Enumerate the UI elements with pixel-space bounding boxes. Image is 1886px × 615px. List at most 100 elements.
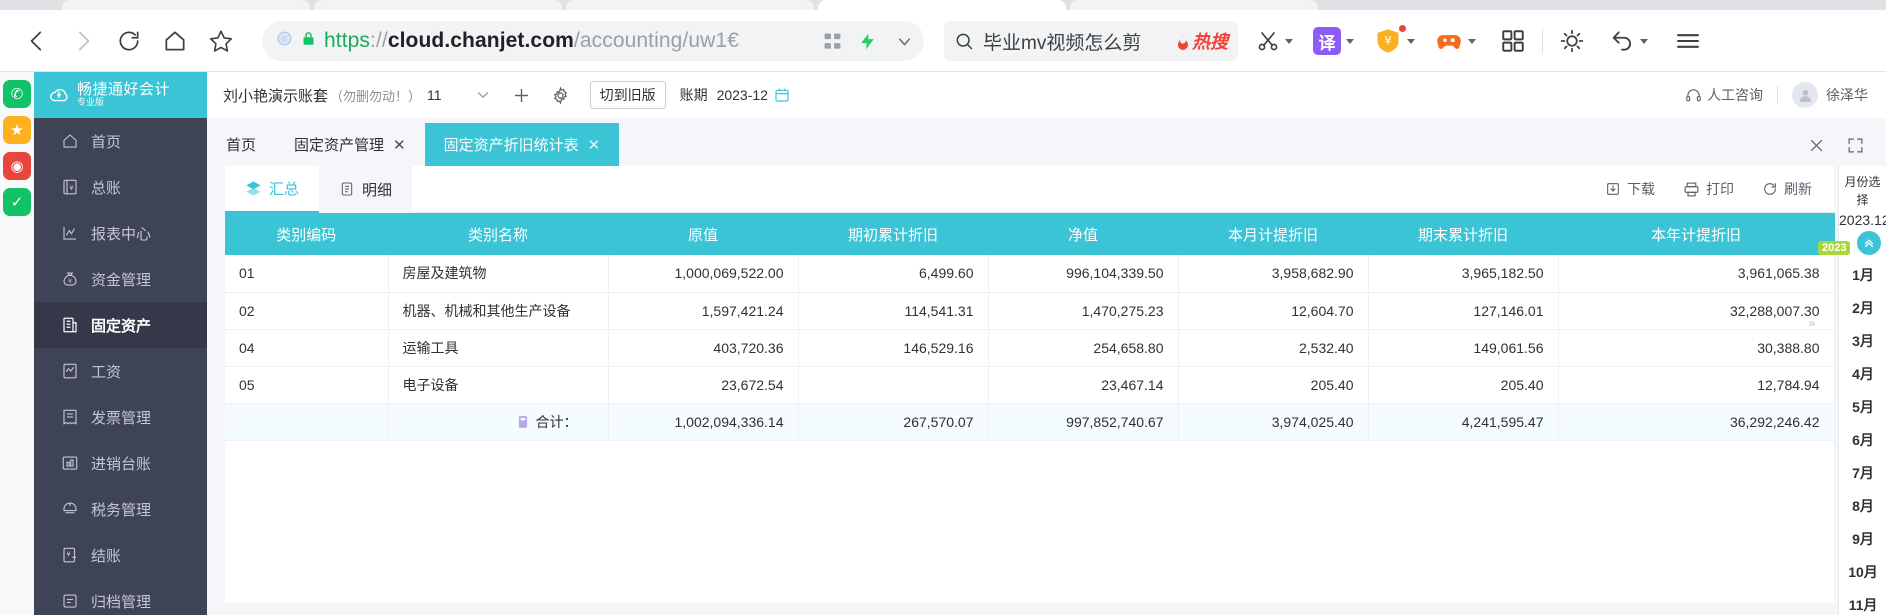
back-arrow-icon[interactable] <box>14 18 60 64</box>
sidebar-item-fixed-assets[interactable]: 固定资产 <box>34 302 207 348</box>
hot-search-badge[interactable]: 热搜 <box>1173 28 1228 54</box>
chevron-down-icon[interactable] <box>474 86 492 104</box>
sidebar-item-stock-ledger[interactable]: 进销台账 <box>34 440 207 486</box>
column-header[interactable]: 类别名称 <box>388 213 609 255</box>
cell-original-value: 403,720.36 <box>608 329 799 367</box>
column-header[interactable]: 原值 <box>608 213 799 255</box>
brightness-icon[interactable] <box>1555 24 1589 58</box>
chevron-down-icon[interactable] <box>1640 38 1648 44</box>
dock-icon-weibo[interactable]: ◉ <box>3 152 31 180</box>
browser-tab[interactable] <box>1070 0 1318 10</box>
month-item[interactable]: 5月 <box>1852 398 1874 415</box>
menu-hamburger-icon[interactable] <box>1670 23 1706 59</box>
month-item[interactable]: 2月 <box>1852 299 1874 316</box>
print-button[interactable]: 打印 <box>1683 179 1734 199</box>
column-header[interactable]: 本月计提折旧 <box>1178 213 1369 255</box>
action-label: 打印 <box>1706 181 1734 197</box>
sidebar-item-settlement[interactable]: ¥ 结账 <box>34 532 207 578</box>
month-panel-selected[interactable]: 2023.12 <box>1839 212 1886 228</box>
account-book-number: 11 <box>427 87 442 103</box>
sidebar-item-home[interactable]: 首页 <box>34 118 207 164</box>
table-row[interactable]: 05 电子设备 23,672.54 23,467.14 205.40 205.4… <box>225 366 1835 404</box>
month-item[interactable]: 6月 <box>1852 431 1874 448</box>
browser-tab[interactable] <box>62 0 310 10</box>
forward-arrow-icon[interactable] <box>60 18 106 64</box>
translate-icon[interactable]: 译 <box>1309 23 1358 59</box>
segment-detail[interactable]: 明细 <box>319 165 413 213</box>
month-item[interactable]: 9月 <box>1852 530 1874 547</box>
consult-button[interactable]: 人工咨询 <box>1685 85 1763 105</box>
month-item[interactable]: 3月 <box>1852 332 1874 349</box>
sidebar-item-archive[interactable]: 归档管理 <box>34 578 207 615</box>
month-item[interactable]: 4月 <box>1852 365 1874 382</box>
refresh-button[interactable]: 刷新 <box>1762 179 1812 199</box>
app-logo[interactable]: 畅捷通好会计 专业版 <box>34 72 207 118</box>
column-header[interactable]: 期初累计折旧 <box>798 213 989 255</box>
address-bar[interactable]: https://cloud.chanjet.com/accounting/uw1… <box>262 21 924 61</box>
browser-tab[interactable] <box>566 0 814 10</box>
sidebar-item-invoice[interactable]: 发票管理 <box>34 394 207 440</box>
grid-apps-icon[interactable] <box>1496 24 1530 58</box>
sidebar-item-fund-management[interactable]: ¥ 资金管理 <box>34 256 207 302</box>
undo-icon[interactable] <box>1605 24 1652 58</box>
period-value[interactable]: 2023-12 <box>716 87 768 103</box>
close-icon[interactable]: ✕ <box>393 136 406 154</box>
sidebar-item-report-center[interactable]: 报表中心 <box>34 210 207 256</box>
table-row[interactable]: 01 房屋及建筑物 1,000,069,522.00 6,499.60 996,… <box>225 255 1835 293</box>
site-shield-icon[interactable] <box>276 30 293 52</box>
panel-collapse-handle[interactable]: » <box>1808 316 1816 330</box>
month-item[interactable]: 8月 <box>1852 497 1874 514</box>
download-button[interactable]: 下载 <box>1605 179 1655 199</box>
lightning-icon[interactable] <box>858 32 877 51</box>
tab-fixed-asset-management[interactable]: 固定资产管理 ✕ <box>275 123 425 166</box>
column-header[interactable]: 净值 <box>988 213 1179 255</box>
account-book-selector[interactable]: 刘小艳演示账套 （勿删勿动！） 11 <box>223 85 442 106</box>
sidebar-item-tax[interactable]: 税务管理 <box>34 486 207 532</box>
home-icon[interactable] <box>152 18 198 64</box>
toolbar-divider <box>1542 29 1543 53</box>
sidebar-item-payroll[interactable]: 工资 <box>34 348 207 394</box>
calendar-icon[interactable] <box>774 87 790 103</box>
dock-icon-note[interactable]: ✓ <box>3 188 31 216</box>
search-input[interactable]: 毕业mv视频怎么剪 热搜 <box>944 21 1238 61</box>
user-menu[interactable]: 徐泽华 <box>1792 82 1868 108</box>
coupon-shield-icon[interactable]: ¥ <box>1370 23 1419 59</box>
table-row[interactable]: 04 运输工具 403,720.36 146,529.16 254,658.80… <box>225 329 1835 367</box>
month-item[interactable]: 10月 <box>1848 563 1878 580</box>
sidebar-item-general-ledger[interactable]: ¥ 总账 <box>34 164 207 210</box>
month-selector-panel: 月份选择 2023.12 2023 1月 2月 3月 4月 5月 6月 7月 8… <box>1818 166 1886 615</box>
switch-to-old-version-button[interactable]: 切到旧版 <box>589 81 666 109</box>
close-icon[interactable]: ✕ <box>587 136 601 154</box>
chevron-down-icon[interactable] <box>1468 38 1476 44</box>
reload-icon[interactable] <box>106 18 152 64</box>
cell-category-name: 机器、机械和其他生产设备 <box>388 292 609 330</box>
fullscreen-icon[interactable] <box>1847 137 1864 154</box>
chevron-down-icon[interactable] <box>1346 38 1354 44</box>
column-header[interactable]: 期末累计折旧 <box>1368 213 1559 255</box>
chevron-down-icon[interactable] <box>895 32 914 51</box>
chevron-down-icon[interactable] <box>1285 38 1293 44</box>
close-icon[interactable] <box>1808 137 1825 154</box>
browser-tab-active[interactable] <box>818 0 1066 10</box>
qrcode-icon[interactable] <box>823 32 842 51</box>
plus-icon[interactable] <box>512 86 531 105</box>
dock-icon-favorites[interactable]: ★ <box>3 116 31 144</box>
star-icon[interactable] <box>198 18 244 64</box>
month-item[interactable]: 1月 <box>1852 266 1874 283</box>
tab-fixed-asset-depreciation-report[interactable]: 固定资产折旧统计表 ✕ <box>424 123 620 166</box>
double-chevron-up-icon[interactable] <box>1857 231 1881 255</box>
gear-icon[interactable] <box>551 85 570 105</box>
scissors-icon[interactable] <box>1252 25 1297 57</box>
chevron-down-icon[interactable] <box>1407 38 1415 44</box>
month-item[interactable]: 7月 <box>1852 464 1874 481</box>
depreciation-table: 类别编码 类别名称 原值 期初累计折旧 净值 本月计提折旧 期末累计折旧 本年计… <box>225 213 1835 441</box>
table-row[interactable]: 02 机器、机械和其他生产设备 1,597,421.24 114,541.31 … <box>225 292 1835 330</box>
tab-home[interactable]: 首页 <box>207 123 275 166</box>
column-header[interactable]: 本年计提折旧 <box>1558 213 1835 255</box>
browser-tab[interactable] <box>314 0 562 10</box>
dock-icon-wechat[interactable]: ✆ <box>3 80 31 108</box>
segment-summary[interactable]: 汇总 <box>225 166 320 213</box>
month-item[interactable]: 11月 <box>1848 596 1878 613</box>
game-controller-icon[interactable] <box>1431 23 1480 59</box>
column-header[interactable]: 类别编码 <box>225 213 389 255</box>
